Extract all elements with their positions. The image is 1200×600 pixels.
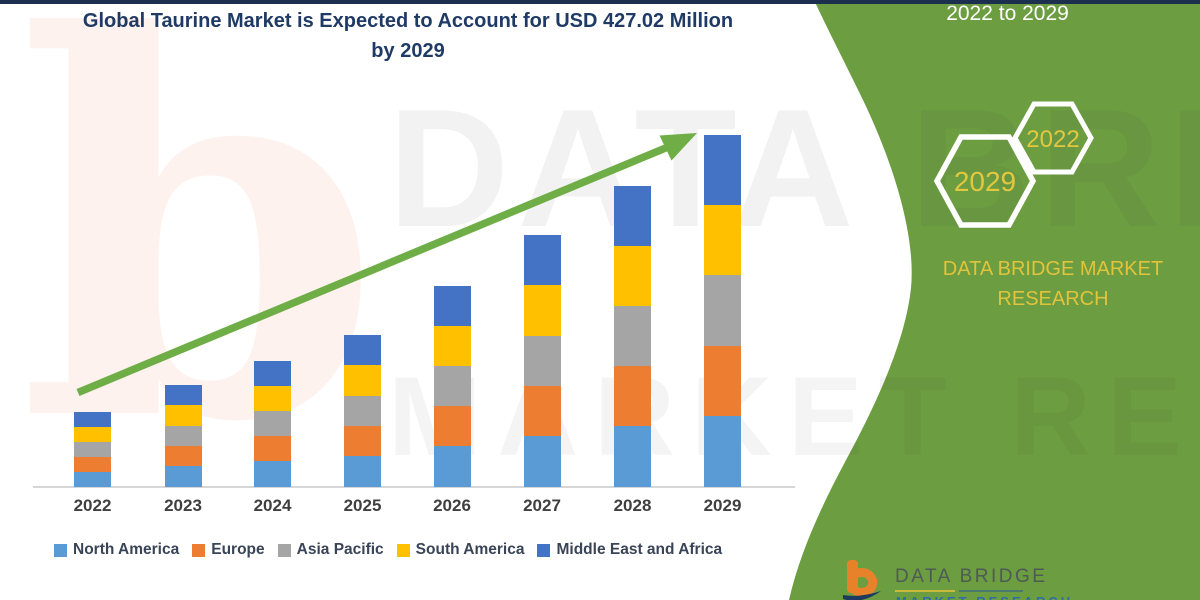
bar-segment-2028-europe	[614, 366, 651, 427]
bar-segment-2028-south-america	[614, 246, 651, 307]
x-axis-label-2028: 2028	[613, 496, 652, 515]
bar-segment-2025-south-america	[344, 365, 381, 396]
legend-swatch-icon	[537, 543, 551, 557]
hexagon-2029-label: 2029	[954, 166, 1016, 197]
bar-segment-2027-asia-pacific	[523, 335, 561, 386]
bar-segment-2028-middle-east-and-africa	[614, 186, 651, 247]
legend-swatch-icon	[396, 543, 410, 557]
legend-label: Middle East and Africa	[556, 541, 723, 558]
footer-brand-underline	[895, 590, 1023, 592]
bar-segment-2024-middle-east-and-africa	[254, 361, 291, 387]
sidebar-brand-line1: DATA BRIDGE MARKET	[942, 258, 1164, 280]
x-axis-label-2022: 2022	[73, 496, 112, 515]
legend-swatch-icon	[192, 543, 206, 557]
chart-title-line1: Global Taurine Market is Expected to Acc…	[82, 10, 734, 32]
stacked-bar-2023	[164, 385, 202, 487]
x-axis-label-2025: 2025	[343, 496, 382, 515]
chart-title: Global Taurine Market is Expected to Acc…	[18, 6, 798, 66]
bar-segment-2023-europe	[164, 445, 202, 467]
bar-segment-2029-europe	[704, 345, 741, 417]
bar-segment-2026-asia-pacific	[433, 366, 471, 407]
bar-segment-2029-south-america	[704, 204, 741, 276]
logo-b-bowl	[851, 568, 878, 597]
sidebar-brand-text: DATA BRIDGE MARKET RESEARCH	[928, 254, 1178, 314]
hexagon-2022-outline	[1012, 101, 1094, 175]
legend-item-south-america: South America	[396, 541, 525, 559]
legend-item-north-america: North America	[54, 541, 179, 559]
stacked-bar-2024	[254, 361, 291, 487]
bar-segment-2024-asia-pacific	[254, 411, 291, 437]
legend-label: North America	[73, 541, 180, 558]
bar-segment-2028-asia-pacific	[614, 306, 651, 367]
bar-segment-2024-south-america	[254, 386, 291, 412]
bar-segment-2026-middle-east-and-africa	[433, 286, 471, 327]
hexagon-badges: 2022 2029	[933, 101, 1094, 228]
bar-segment-2026-north-america	[433, 446, 471, 487]
underline-green	[959, 590, 1023, 592]
legend-label: Asia Pacific	[296, 541, 384, 558]
x-axis-label-2023: 2023	[164, 496, 202, 515]
x-axis-label-2026: 2026	[433, 496, 471, 515]
stacked-bar-2025	[344, 335, 381, 487]
bar-segment-2023-asia-pacific	[164, 425, 202, 446]
bar-segment-2028-north-america	[614, 426, 651, 487]
hexagon-2029-outline	[933, 134, 1037, 228]
bar-segment-2025-middle-east-and-africa	[344, 335, 381, 366]
bar-segment-2024-north-america	[254, 461, 291, 487]
stacked-bar-2027	[523, 235, 561, 487]
bar-segment-2029-asia-pacific	[704, 275, 741, 346]
bar-segment-2022-middle-east-and-africa	[74, 411, 111, 427]
bar-segment-2027-middle-east-and-africa	[523, 235, 561, 286]
chart-title-line2: by 2029	[371, 40, 445, 62]
bar-segment-2022-asia-pacific	[74, 441, 111, 457]
x-axis-line	[33, 486, 795, 488]
legend-item-middle-east-and-africa: Middle East and Africa	[537, 541, 722, 559]
stacked-bar-2029	[704, 134, 741, 487]
top-border-strip	[0, 0, 1200, 4]
forecast-range-label: 2022 to 2029	[946, 2, 1069, 25]
stacked-bar-2022	[74, 411, 111, 487]
underline-yellow	[895, 590, 955, 592]
bar-segment-2027-north-america	[523, 436, 561, 487]
x-axis-label-2024: 2024	[253, 496, 292, 515]
hexagon-2022-label: 2022	[1026, 126, 1079, 153]
stacked-bar-2028	[614, 186, 651, 487]
bar-segment-2023-north-america	[164, 466, 202, 487]
legend-swatch-icon	[54, 543, 67, 557]
legend-label: Europe	[211, 541, 265, 558]
sidebar-brand-line2: RESEARCH	[997, 288, 1109, 310]
x-axis-label-2027: 2027	[523, 496, 561, 515]
bar-segment-2027-europe	[523, 385, 561, 437]
stacked-bar-2026	[433, 286, 471, 487]
bar-segment-2029-north-america	[704, 416, 741, 487]
logo-b-swoosh	[843, 591, 881, 600]
footer-brand-subtitle: MARKET RESEARCH	[896, 594, 1073, 600]
bar-segment-2022-north-america	[74, 471, 111, 487]
bar-segment-2029-middle-east-and-africa	[704, 134, 741, 205]
legend-item-asia-pacific: Asia Pacific	[277, 541, 384, 559]
bar-segment-2023-middle-east-and-africa	[164, 385, 202, 406]
bar-segment-2022-south-america	[74, 426, 111, 442]
legend-swatch-icon	[277, 543, 291, 557]
bar-segment-2025-north-america	[344, 456, 381, 487]
bar-segment-2024-europe	[254, 436, 291, 462]
bar-segment-2023-south-america	[164, 405, 202, 426]
bar-segment-2026-south-america	[433, 326, 471, 367]
bar-segment-2027-south-america	[523, 285, 561, 336]
x-axis-label-2029: 2029	[703, 496, 742, 515]
bar-segment-2025-asia-pacific	[344, 395, 381, 426]
bar-segment-2026-europe	[433, 406, 471, 447]
legend-item-europe: Europe	[192, 541, 265, 559]
bar-segment-2022-europe	[74, 456, 111, 472]
footer-brand-name: DATA BRIDGE	[895, 566, 1048, 587]
green-panel-shape	[789, 0, 1200, 600]
chart-legend: North America Europe Asia Pacific South Ame…	[54, 541, 722, 559]
bar-segment-2025-europe	[344, 425, 381, 457]
legend-label: South America	[415, 541, 525, 558]
footer-logo-b-icon	[843, 560, 881, 600]
